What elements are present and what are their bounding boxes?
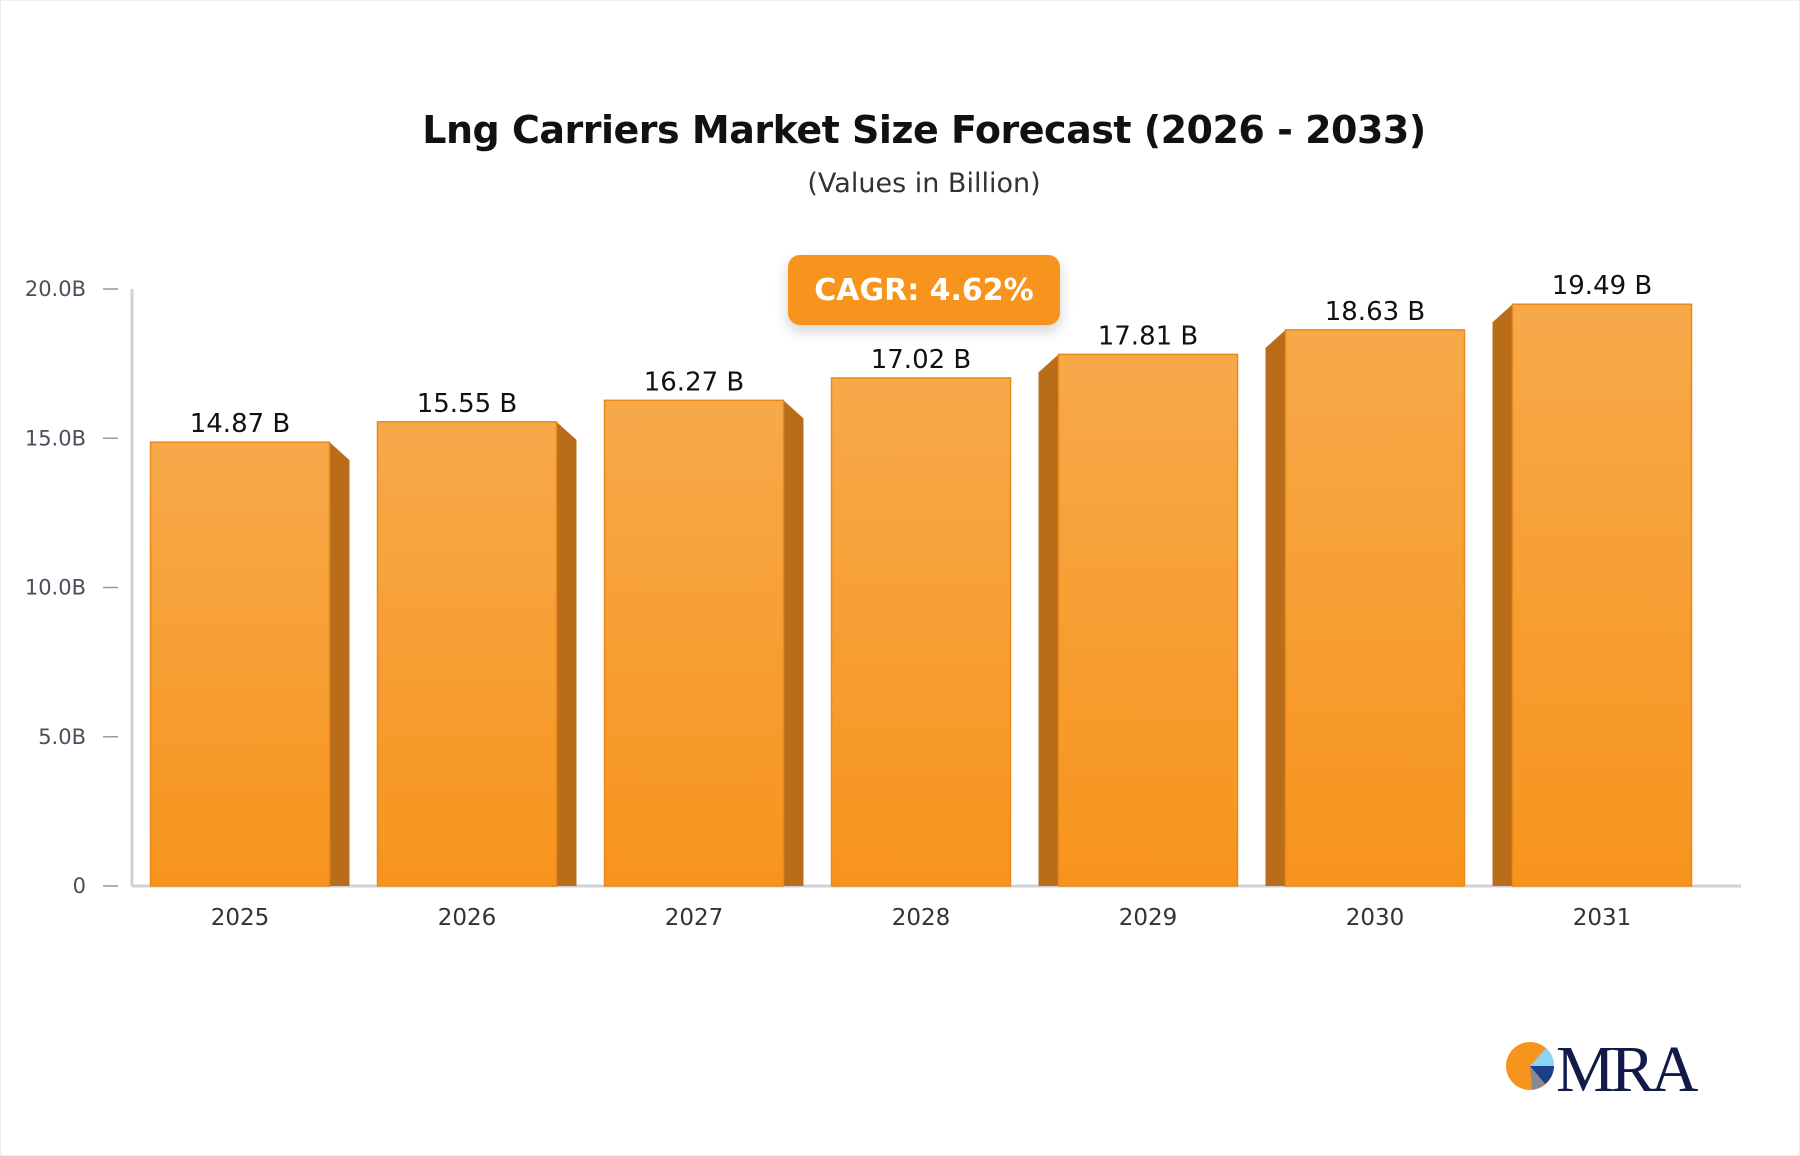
x-tick-label: 2027: [665, 905, 724, 931]
bar-side: [783, 400, 804, 886]
y-tick-label: 20.0B: [25, 277, 86, 301]
bar-side: [1038, 354, 1059, 887]
x-tick-label: 2025: [211, 905, 270, 931]
bar-side: [1492, 304, 1513, 886]
x-tick-label: 2029: [1119, 905, 1178, 931]
bar-2028: [830, 377, 1012, 887]
data-label: 19.49 B: [1552, 271, 1653, 301]
mra-logo: MRA: [1505, 1033, 1698, 1106]
y-tick-label: 5.0B: [38, 725, 86, 749]
x-tick-label: 2026: [438, 905, 497, 931]
y-tick-label: 0: [73, 874, 86, 898]
logo-text: MRA: [1556, 1033, 1698, 1106]
bar-2027: [603, 399, 785, 887]
bar-2026: [376, 421, 558, 887]
x-tick-label: 2031: [1573, 905, 1632, 931]
data-label: 17.02 B: [871, 345, 972, 375]
data-label: 14.87 B: [190, 409, 291, 439]
x-tick-label: 2030: [1346, 905, 1405, 931]
bar-2030: [1284, 329, 1466, 887]
bar-2029: [1057, 353, 1239, 887]
y-tick-label: 10.0B: [25, 576, 86, 600]
bar-side: [329, 442, 350, 886]
data-label: 15.55 B: [417, 389, 518, 419]
x-tick-label: 2028: [892, 905, 951, 931]
data-label: 16.27 B: [644, 367, 745, 397]
y-tick-label: 15.0B: [25, 426, 86, 450]
data-label: 18.63 B: [1325, 297, 1426, 327]
data-label: 17.81 B: [1098, 321, 1199, 351]
cagr-badge: CAGR: 4.62%: [788, 255, 1060, 325]
bar-side: [1265, 329, 1286, 886]
chart-subtitle: (Values in Billion): [807, 168, 1041, 199]
bar-2031: [1511, 303, 1693, 887]
pie-logo-icon: [1506, 1042, 1555, 1090]
bar-2025: [149, 441, 331, 887]
bar-side: [556, 421, 577, 886]
chart-title: Lng Carriers Market Size Forecast (2026 …: [422, 108, 1426, 152]
